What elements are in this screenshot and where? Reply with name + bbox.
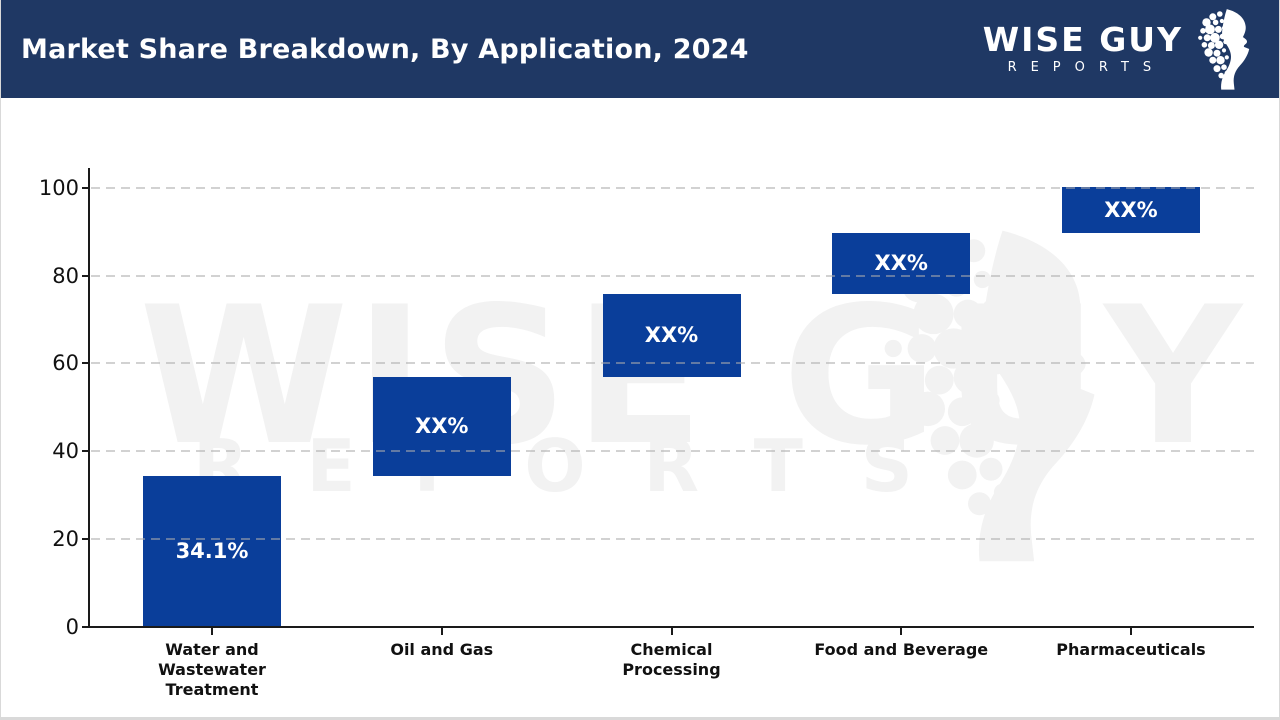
gridline [91, 274, 1254, 277]
y-tick-label: 0 [65, 615, 79, 639]
y-tick-mark [82, 274, 89, 277]
bar-segment [832, 232, 971, 294]
bar-value-label: XX% [415, 414, 469, 439]
bar-segment [1062, 186, 1200, 233]
y-axis-line [88, 168, 90, 628]
x-tick-mark [900, 628, 903, 635]
y-tick-mark [82, 450, 89, 453]
x-category-label: Chemical Processing [622, 640, 721, 679]
x-category-label: Oil and Gas [390, 640, 494, 659]
y-tick-mark [82, 186, 89, 189]
x-category-label: Pharmaceuticals [1056, 640, 1206, 659]
y-tick-mark [82, 362, 89, 365]
bar-value-label: 34.1% [175, 539, 249, 564]
y-tick-mark [82, 538, 89, 541]
y-tick-label: 100 [38, 175, 79, 200]
y-tick-label: 40 [52, 439, 79, 464]
bar-segment [143, 476, 281, 626]
x-tick-mark [211, 628, 213, 635]
logo-head-icon [1198, 9, 1250, 90]
logo-wordmark: WISE GUY [982, 20, 1183, 59]
bar-value-label: XX% [644, 323, 699, 348]
bar-value-label: XX% [1104, 197, 1158, 222]
brand-logo: WISE GUY REPORTS [983, 7, 1263, 91]
x-tick-mark [1130, 628, 1132, 635]
gridline [91, 186, 1254, 189]
bar-value-label: XX% [874, 251, 928, 276]
y-tick-label: 80 [52, 263, 79, 288]
y-tick-mark [82, 626, 89, 628]
page-title: Market Share Breakdown, By Application, … [21, 33, 749, 65]
bar-segment [372, 376, 511, 477]
x-category-label: Food and Beverage [814, 640, 989, 659]
gridline [91, 450, 1254, 453]
x-axis-line [88, 626, 1254, 628]
y-tick-label: 20 [52, 527, 79, 552]
x-category-label: Water and Wastewater Treatment [158, 640, 266, 699]
x-tick-mark [440, 628, 443, 635]
gridline [91, 538, 1254, 541]
y-tick-label: 60 [52, 351, 79, 376]
logo-subtitle: REPORTS [1007, 60, 1166, 75]
gridline [91, 362, 1254, 365]
header-bar: Market Share Breakdown, By Application, … [1, 0, 1279, 98]
watermark-text-reports: REPORTS [193, 424, 971, 508]
x-tick-mark [670, 628, 673, 635]
